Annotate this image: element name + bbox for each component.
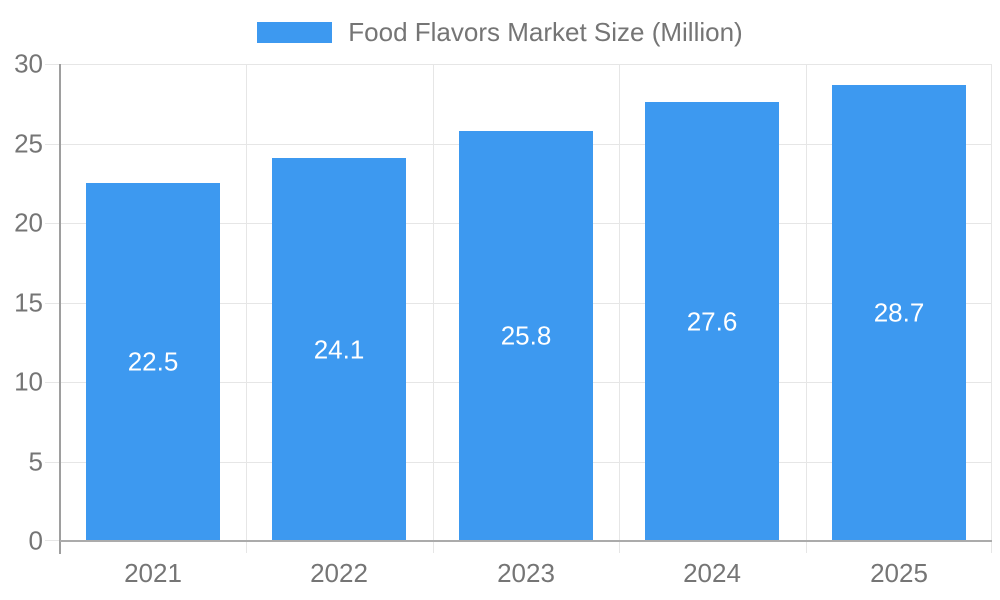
y-axis-tick-label: 5 (28, 446, 43, 477)
x-axis-label-2024: 2024 (683, 558, 741, 588)
y-axis-tick (45, 462, 60, 463)
plot-area: 0 5 10 15 20 25 30 22.5 2021 24.1 2022 25.8 2023 27.6… (14, 49, 992, 586)
y-axis-tick (45, 540, 60, 541)
x-axis-tick (806, 541, 807, 553)
y-axis-tick-label: 25 (14, 128, 43, 159)
bar-value-label: 28.7 (873, 297, 925, 328)
bar-2024[interactable]: 27.6 (645, 102, 779, 541)
y-axis-tick (45, 64, 60, 65)
gridline-vertical (991, 64, 992, 541)
bar-value-label: 24.1 (313, 334, 365, 364)
bar-2021[interactable]: 22.5 (86, 183, 220, 541)
x-axis-label-2023: 2023 (497, 558, 555, 588)
gridline-vertical (433, 64, 434, 541)
x-axis-tick (619, 541, 620, 553)
legend[interactable]: Food Flavors Market Size (Million) (0, 19, 1000, 46)
gridline-vertical (246, 64, 247, 541)
bar-2025[interactable]: 28.7 (832, 85, 966, 541)
y-axis-tick (45, 303, 60, 304)
legend-label: Food Flavors Market Size (Million) (348, 17, 743, 47)
gridline-vertical (619, 64, 620, 541)
legend-swatch (257, 22, 333, 43)
bar-2022[interactable]: 24.1 (272, 158, 406, 541)
x-axis-tick (433, 541, 434, 553)
y-axis-tick-label: 30 (14, 48, 43, 79)
gridline-horizontal (60, 64, 992, 65)
x-axis-tick (246, 541, 247, 553)
x-axis-label-2022: 2022 (310, 558, 368, 588)
gridline-vertical (806, 64, 807, 541)
bar-value-label: 25.8 (500, 320, 552, 351)
x-axis-label-2021: 2021 (124, 558, 182, 588)
bar-value-label: 27.6 (686, 306, 738, 336)
x-axis-baseline (60, 540, 992, 542)
bar-value-label: 22.5 (127, 346, 179, 377)
y-axis-tick (45, 382, 60, 383)
x-axis-tick (991, 541, 992, 553)
y-axis-tick-label: 20 (14, 207, 43, 238)
y-axis-tick-label: 15 (14, 287, 43, 318)
bar-2023[interactable]: 25.8 (459, 131, 593, 541)
y-axis-tick-label: 0 (28, 525, 43, 556)
y-axis-tick-label: 10 (14, 366, 43, 397)
y-axis-tick (45, 223, 60, 224)
y-axis-tick (45, 144, 60, 145)
y-axis-line (59, 64, 61, 554)
x-axis-label-2025: 2025 (870, 558, 928, 588)
